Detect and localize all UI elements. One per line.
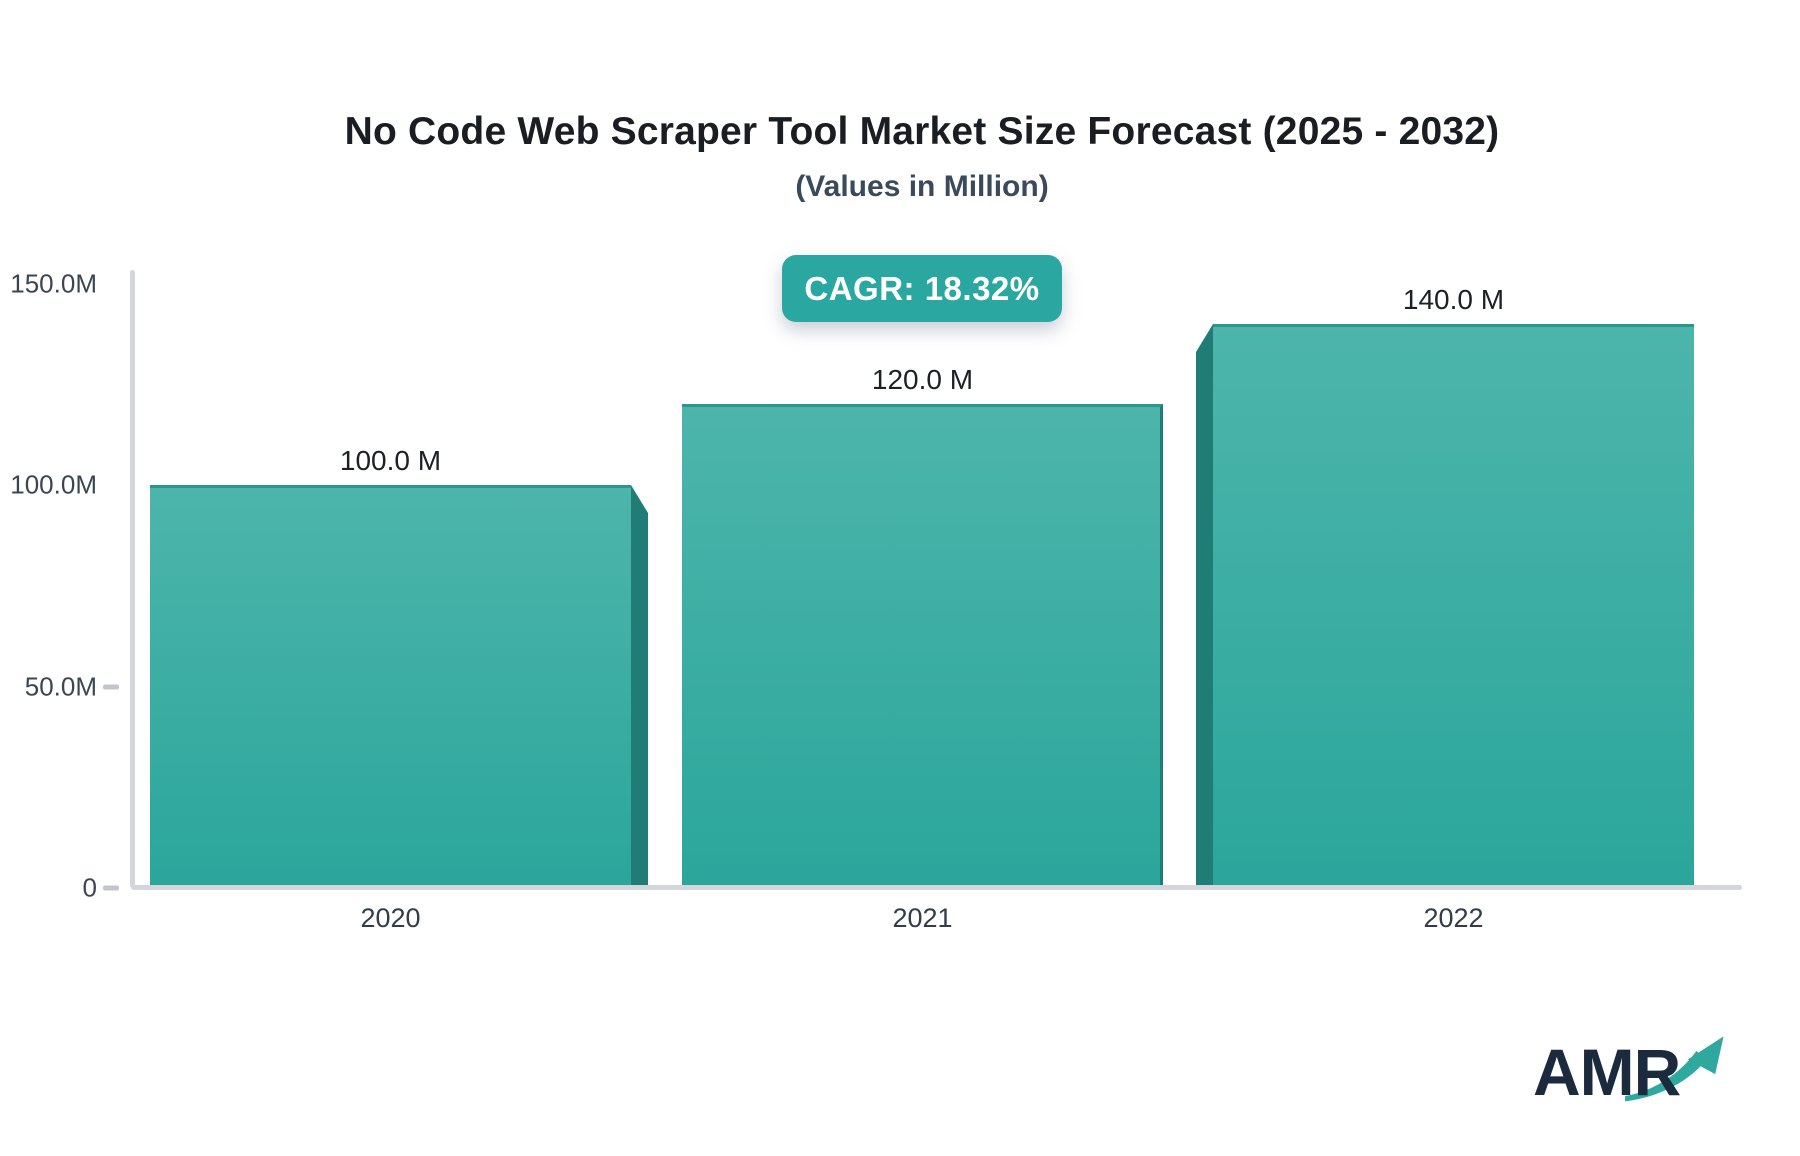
cagr-badge: CAGR: 18.32% bbox=[782, 255, 1062, 322]
bar-value-label: 120.0 M bbox=[871, 364, 974, 395]
bar bbox=[150, 485, 631, 885]
y-tick-label: 100.0M bbox=[10, 469, 97, 500]
x-category-label: 2022 bbox=[1423, 903, 1484, 933]
bar bbox=[1213, 324, 1694, 885]
y-tick-dash bbox=[103, 885, 119, 891]
amr-logo: AMR bbox=[1533, 1028, 1724, 1118]
chart-title: No Code Web Scraper Tool Market Size For… bbox=[344, 110, 1500, 153]
x-axis-line bbox=[131, 885, 1742, 890]
chart-subtitle: (Values in Million) bbox=[795, 170, 1049, 203]
amr-logo-text: AMR bbox=[1533, 1035, 1681, 1109]
y-axis-line bbox=[130, 270, 135, 888]
x-category-label: 2021 bbox=[892, 903, 953, 933]
bar-side-3d bbox=[1196, 324, 1213, 885]
y-tick-label: 150.0M bbox=[10, 268, 97, 298]
bar bbox=[682, 404, 1163, 885]
y-tick-label: 50.0M bbox=[24, 671, 97, 701]
bar-value-label: 100.0 M bbox=[339, 445, 442, 476]
cagr-badge-label: CAGR: 18.32% bbox=[804, 269, 1040, 307]
bar-value-label: 140.0 M bbox=[1402, 284, 1505, 315]
growth-arrow-icon bbox=[1625, 1036, 1724, 1102]
y-tick-label: 0 bbox=[82, 872, 97, 903]
y-tick-dash bbox=[103, 684, 119, 689]
x-category-label: 2020 bbox=[360, 903, 421, 933]
bar-side-3d bbox=[631, 485, 648, 885]
